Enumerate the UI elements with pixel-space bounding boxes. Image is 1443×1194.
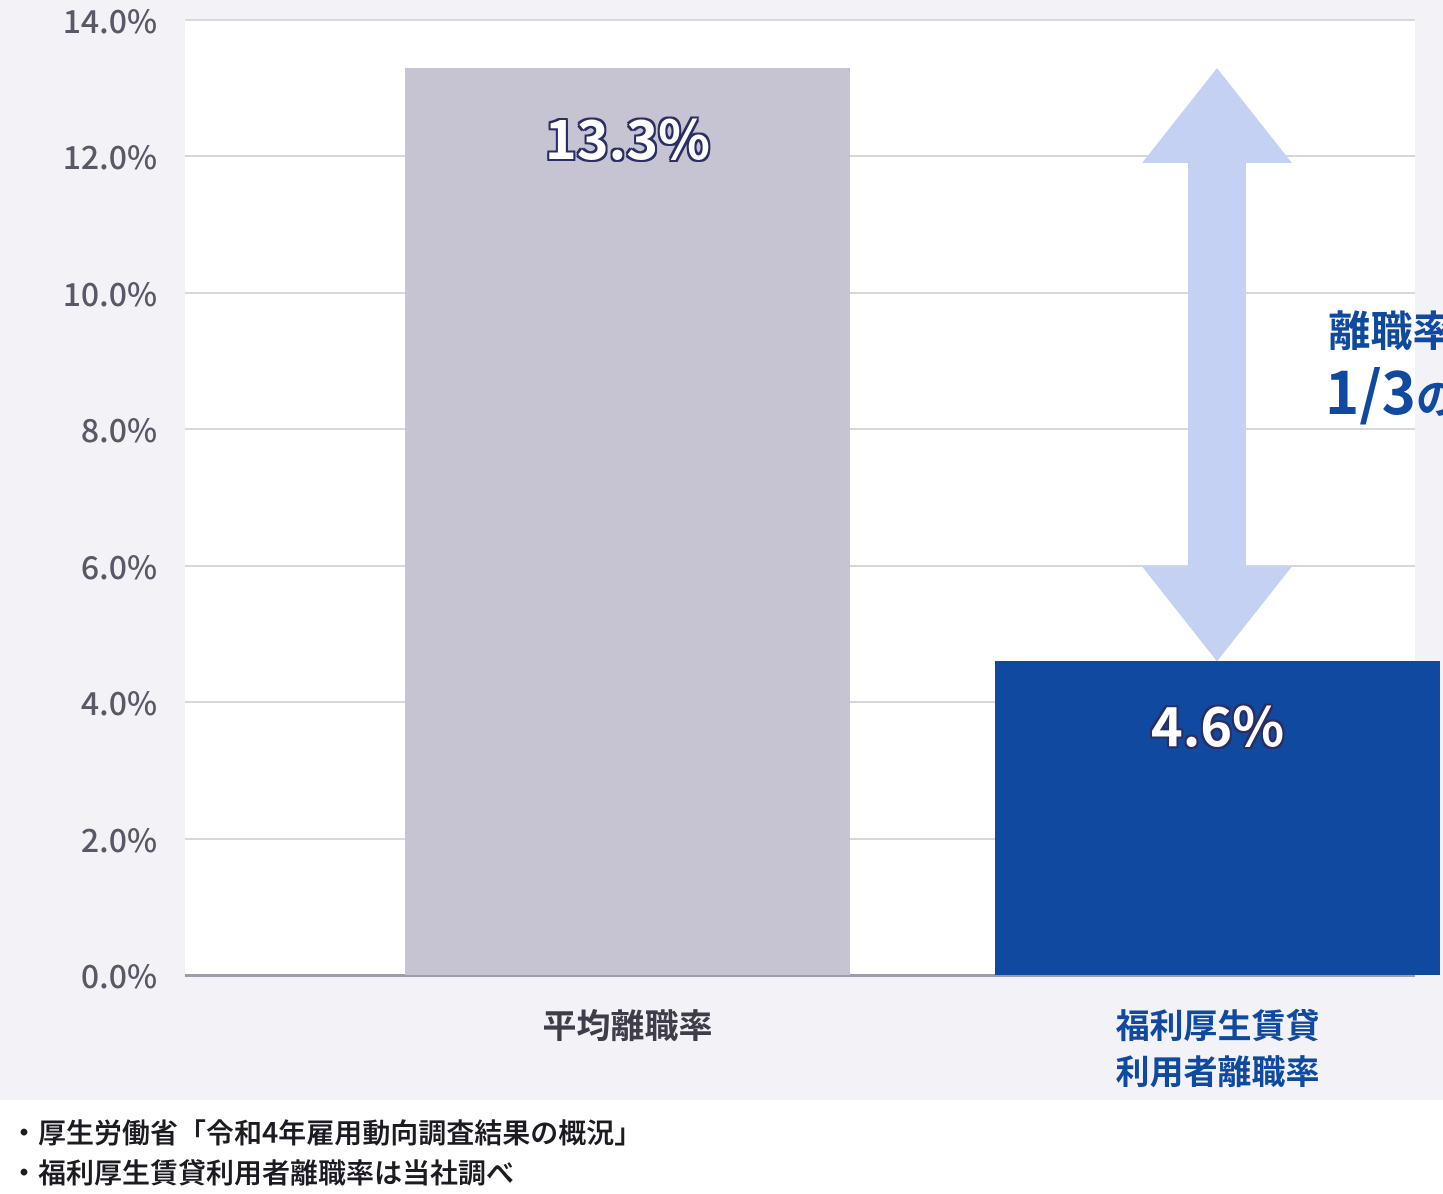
- bar-value-label-user: 4.6%: [995, 683, 1440, 762]
- y-tick-label: 4.0%: [0, 679, 157, 725]
- y-tick-label: 0.0%: [0, 952, 157, 998]
- x-label-avg: 平均離職率: [405, 1001, 850, 1047]
- bar-avg: 13.3%: [405, 68, 850, 975]
- x-label-user: 福利厚生賃貸 利用者離職率: [995, 1001, 1440, 1093]
- chart-source-footer: ・厚生労働省「令和4年雇用動向調査結果の概況」・福利厚生賃貸利用者離職率は当社調…: [0, 1100, 1443, 1194]
- y-tick-label: 6.0%: [0, 543, 157, 589]
- bar-user: 4.6%: [995, 661, 1440, 975]
- callout-line2: 1/3の差: [1325, 355, 1443, 425]
- y-tick-label: 8.0%: [0, 406, 157, 452]
- gridline: [185, 19, 1415, 21]
- difference-callout: 離職率が1/3の差: [1325, 304, 1443, 424]
- y-tick-label: 2.0%: [0, 816, 157, 862]
- difference-arrow-icon: [1142, 68, 1292, 661]
- y-tick-label: 12.0%: [0, 133, 157, 179]
- footer-line: ・厚生労働省「令和4年雇用動向調査結果の概況」: [10, 1112, 1433, 1152]
- footer-line: ・福利厚生賃貸利用者離職率は当社調べ: [10, 1152, 1433, 1192]
- bar-value-label-avg: 13.3%: [405, 96, 850, 175]
- y-tick-label: 10.0%: [0, 270, 157, 316]
- turnover-rate-chart: 0.0% 2.0% 4.0% 6.0% 8.0% 10.0% 12.0% 14.0% 13.3%…: [0, 0, 1443, 1194]
- y-tick-label: 14.0%: [0, 0, 157, 43]
